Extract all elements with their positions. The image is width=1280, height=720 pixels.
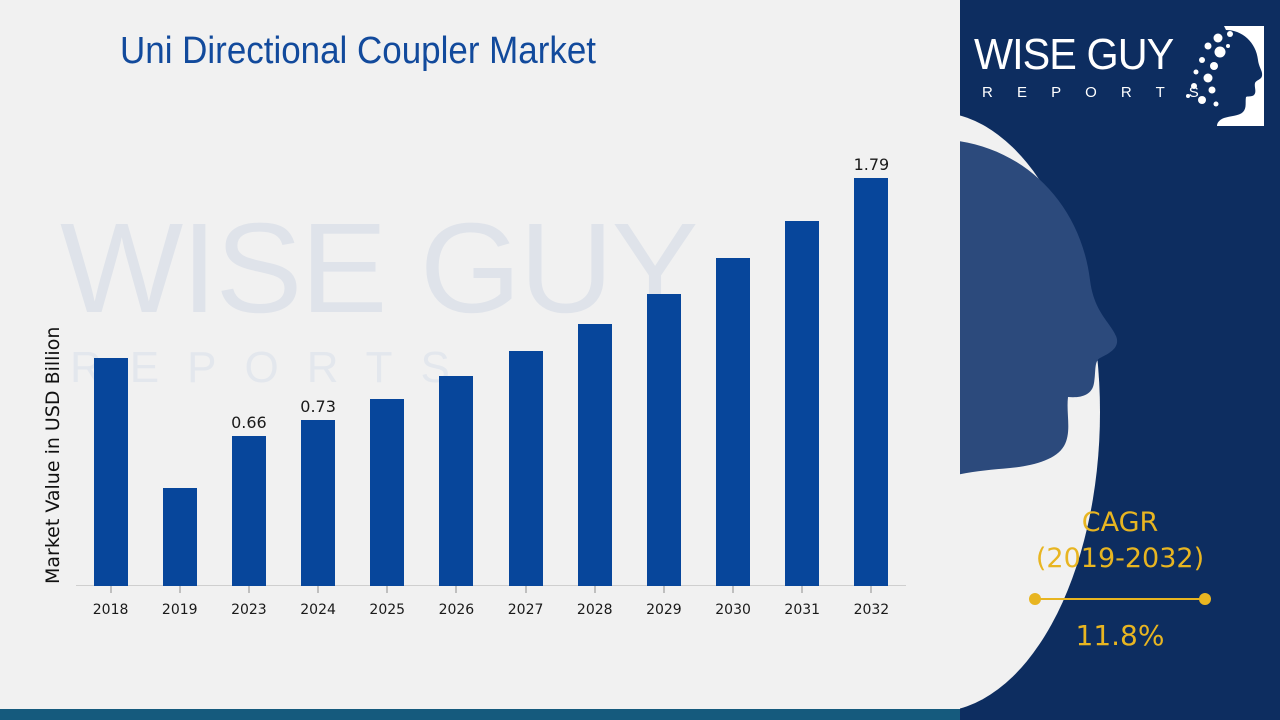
bar	[508, 351, 543, 586]
x-axis-tick	[317, 586, 319, 593]
bar	[785, 221, 820, 586]
bar-value-label: 0.73	[300, 396, 336, 416]
x-axis-tick-label: 2027	[507, 602, 544, 618]
x-axis-tick-label: 2018	[92, 602, 129, 618]
bar	[439, 376, 474, 586]
bar-group: 2028	[560, 130, 629, 618]
x-axis-tick	[179, 586, 181, 593]
x-axis-tick	[594, 586, 596, 593]
x-axis-baseline	[76, 585, 906, 586]
bar-group: 2027	[491, 130, 560, 618]
dotted-head-profile-icon	[1186, 26, 1264, 126]
x-axis-tick-label: 2026	[438, 602, 475, 618]
x-axis-tick-label: 2025	[369, 602, 406, 618]
x-axis-tick-label: 2019	[161, 602, 198, 618]
x-axis-tick	[455, 586, 457, 593]
x-axis-tick	[663, 586, 665, 593]
x-axis-tick-label: 2023	[231, 602, 267, 618]
cagr-divider	[1029, 593, 1211, 605]
cagr-block: CAGR (2019-2032) 11.8%	[960, 505, 1280, 652]
bar	[577, 323, 612, 586]
bar	[301, 419, 336, 586]
brand-panel: WISE GUY R E P O R T S	[960, 0, 1280, 720]
bar-group: 0.66 2023	[214, 130, 283, 618]
bar-value-label: 1.79	[853, 154, 890, 174]
bar-group: 2019	[145, 130, 214, 618]
head-profile-silhouette-icon	[960, 141, 1118, 475]
page-title: Uni Directional Coupler Market	[120, 30, 597, 72]
logo-secondary-text: R E P O R T S	[982, 84, 1209, 101]
bar	[93, 358, 128, 586]
x-axis-tick-label: 2029	[646, 602, 682, 618]
bar	[162, 487, 197, 586]
x-axis-tick	[801, 586, 803, 593]
cagr-value: 11.8%	[1075, 619, 1165, 652]
bar-group: 2031	[768, 130, 837, 618]
plot-area: 2018 2019 0.66 2023 0.73 2024 2025 2026 2027 2028…	[76, 130, 906, 618]
x-axis-tick-label: 2024	[300, 602, 336, 618]
bar	[231, 435, 266, 586]
bar-group: 2018	[76, 130, 145, 618]
y-axis-label: Market Value in USD Billion	[42, 326, 64, 584]
x-axis-tick-label: 2030	[715, 602, 751, 618]
x-axis-tick	[386, 586, 388, 593]
brand-logo: WISE GUY R E P O R T S	[970, 26, 1270, 126]
cagr-label: CAGR	[1081, 507, 1159, 538]
chart-panel: Uni Directional Coupler Market WISE GUY …	[0, 30, 962, 720]
bar-group: 2025	[353, 130, 422, 618]
bar-group: 2030	[699, 130, 768, 618]
bar-value-label: 0.66	[231, 412, 267, 432]
x-axis-tick	[732, 586, 734, 593]
bar	[646, 294, 681, 586]
bar-group: 0.73 2024	[284, 130, 353, 618]
x-axis-tick-label: 2028	[576, 602, 613, 618]
x-axis-tick	[248, 586, 250, 593]
bar-group: 2029	[629, 130, 698, 618]
bar	[716, 257, 751, 586]
divider-dot-right	[1199, 593, 1211, 605]
x-axis-tick	[870, 586, 872, 593]
bar-group: 1.79 2032	[837, 130, 906, 618]
bar	[854, 177, 889, 586]
bar	[370, 399, 405, 586]
logo-primary-text: WISE GUY	[974, 30, 1174, 79]
footer-strip	[0, 709, 962, 720]
divider-line	[1034, 598, 1206, 600]
x-axis-tick-label: 2032	[853, 602, 890, 618]
x-axis-tick	[525, 586, 527, 593]
x-axis-tick	[110, 586, 112, 593]
cagr-period: (2019-2032)	[1035, 543, 1205, 574]
x-axis-tick-label: 2031	[784, 602, 821, 618]
bar-group: 2026	[422, 130, 491, 618]
